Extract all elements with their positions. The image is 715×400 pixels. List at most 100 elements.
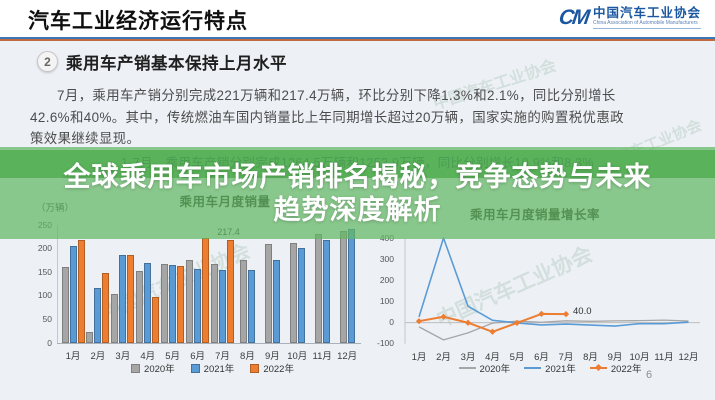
bar-2020年-3月: [111, 293, 119, 343]
legend-line: [524, 367, 542, 369]
x-axis-label: 11月: [654, 352, 674, 363]
page-title: 汽车工业经济运行特点: [28, 10, 248, 33]
bar-2020年-11月: [314, 233, 322, 343]
legend-label: 2021年: [203, 364, 235, 375]
y-axis-tick-label: 50: [42, 313, 52, 324]
bar-2021年-4月: [144, 262, 152, 343]
bar-2020年-2月: [86, 332, 94, 343]
legend-marker-diamond: [594, 363, 602, 372]
bar-2021年-11月: [322, 239, 330, 343]
bar-2022年-7月: [227, 240, 235, 343]
legend-label: 2020年: [479, 364, 511, 375]
bar-2020年-8月: [239, 260, 247, 343]
bar-2021年-7月: [219, 269, 227, 343]
header-rule-blue: [0, 37, 715, 39]
bar-2022年-6月: [202, 238, 210, 343]
marker-diamond-2022年: [513, 319, 521, 326]
y-axis-tick-label: 100: [37, 290, 52, 301]
bar-2021年-6月: [194, 268, 202, 343]
legend-swatch: [250, 363, 260, 373]
x-axis-label: 9月: [264, 351, 280, 362]
y-axis-line: [57, 225, 58, 343]
paragraph-line: 42.6%和40%。其中，传统燃油车国内销量比上年同期增长超过20万辆，国家实施…: [30, 109, 624, 125]
x-axis-label: 2月: [90, 351, 106, 362]
x-axis-label: 6月: [534, 352, 549, 363]
x-axis-label: 1月: [411, 352, 427, 363]
x-axis-label: 3月: [460, 352, 476, 363]
line-chart-legend: 2020年 2021年 2022年: [415, 361, 685, 375]
legend-item-2022年: 2022年: [250, 361, 294, 375]
marker-diamond-2022年: [415, 318, 423, 325]
caam-logo: CM 中国汽车工业协会 China Association of Automob…: [557, 6, 701, 30]
x-axis-label: 6月: [190, 351, 205, 362]
header-rule-orange: [0, 39, 715, 41]
legend-item-2020年: 2020年: [131, 361, 175, 375]
x-axis-label: 4月: [140, 351, 156, 362]
x-axis-label: 7月: [215, 351, 230, 362]
legend-line: [589, 363, 607, 372]
legend-swatch: [190, 363, 200, 373]
bar-2021年-9月: [272, 260, 280, 343]
bar-2020年-9月: [264, 244, 272, 343]
paragraph-line: 7月，乘用车产销分别完成221万辆和217.4万辆，环比分别下降1.3%和2.1…: [57, 88, 616, 103]
bar-2022年-5月: [177, 266, 185, 343]
legend-item-2020年: 2020年: [458, 361, 511, 375]
y-axis-tick-label: 200: [37, 243, 52, 254]
bar-2020年-1月: [61, 266, 69, 343]
caam-logo-icon: CM: [557, 6, 590, 29]
section-number-badge: 2: [37, 51, 58, 72]
bar-2022年-1月: [77, 239, 85, 343]
bar-2022年-2月: [102, 272, 110, 343]
overlay-caption-line2: 趋势深度解析: [273, 195, 442, 225]
marker-diamond-2022年: [562, 311, 570, 318]
bar-2020年-6月: [186, 259, 194, 343]
bar-2021年-2月: [94, 288, 102, 343]
caam-org-name: 中国汽车工业协会: [592, 6, 701, 21]
x-axis-label: 11月: [312, 351, 332, 362]
header: 汽车工业经济运行特点 CM 中国汽车工业协会 China Association…: [0, 0, 715, 37]
section-title: 乘用车产销基本保持上月水平: [66, 55, 287, 73]
x-axis-label: 9月: [607, 352, 623, 363]
x-axis-label: 8月: [240, 351, 255, 362]
bar-2020年-7月: [211, 264, 219, 343]
y-axis-tick-label: 0: [47, 337, 52, 348]
bar-2020年-10月: [289, 243, 297, 343]
line-2021年: [418, 237, 689, 327]
bar-2022年-3月: [127, 255, 135, 343]
bar-2021年-8月: [247, 269, 255, 343]
page-number: 6: [646, 369, 653, 381]
bar-2021年-1月: [69, 246, 77, 343]
marker-diamond-2022年: [440, 313, 447, 320]
x-axis-label: 1月: [65, 351, 81, 362]
body-paragraph: 7月，乘用车产销分别完成221万辆和217.4万辆，环比分别下降1.3%和2.1…: [30, 85, 688, 150]
y-axis-tick-label: 200: [379, 274, 394, 285]
y-axis-tick-label: -100: [376, 338, 394, 349]
y-axis-tick-label: 300: [379, 253, 394, 264]
legend-label: 2020年: [144, 364, 175, 375]
x-axis-label: 12月: [337, 351, 358, 362]
bar-chart-legend: 2020年 2021年 2022年: [60, 361, 365, 375]
legend-label: 2022年: [263, 364, 294, 375]
marker-diamond-2022年: [464, 319, 472, 326]
caam-logo-text: 中国汽车工业协会 China Association of Automobile…: [592, 6, 701, 29]
x-axis-label: 7月: [558, 352, 574, 363]
bar-2020年-12月: [339, 230, 347, 343]
bar-2020年-4月: [136, 270, 144, 343]
line-data-label: 40.0: [573, 306, 592, 317]
bar-2021年-10月: [297, 248, 305, 343]
bar-2021年-12月: [347, 228, 355, 343]
legend-swatch: [131, 363, 141, 373]
legend-label: 2021年: [545, 364, 576, 375]
x-axis-line: [57, 343, 361, 344]
x-axis-label: 5月: [165, 351, 181, 362]
legend-item-2021年: 2021年: [524, 361, 576, 375]
overlay-banner: 全球乘用车市场产销排名揭秘，竞争态势与未来 趋势深度解析: [0, 147, 715, 239]
x-axis-label: 12月: [678, 352, 699, 363]
x-axis-label: 3月: [115, 351, 131, 362]
x-axis-label: 2月: [436, 352, 451, 363]
x-axis-label: 5月: [509, 352, 525, 363]
y-axis-tick-label: 0: [389, 317, 394, 328]
legend-line: [458, 367, 476, 369]
x-axis-label: 10月: [287, 351, 308, 362]
